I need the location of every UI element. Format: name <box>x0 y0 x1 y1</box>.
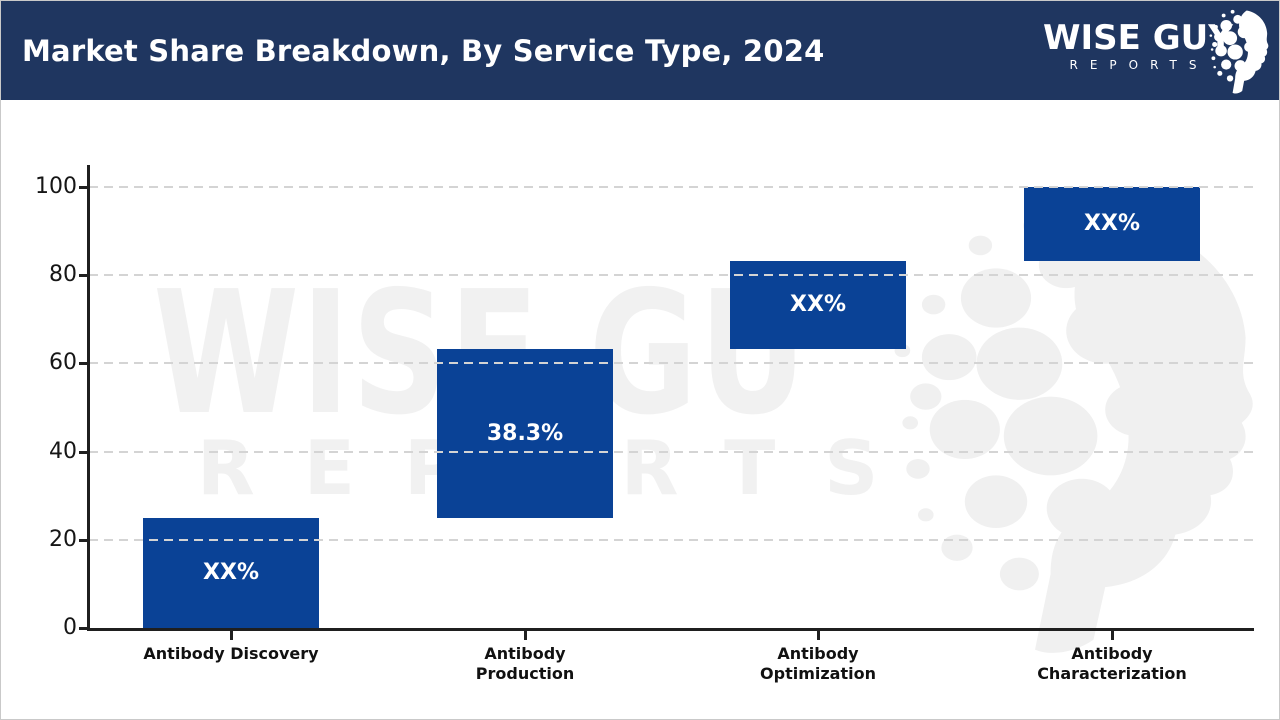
y-tick-mark-100 <box>79 186 88 189</box>
y-tick-label-60: 60 <box>49 350 77 376</box>
gridline-80 <box>89 274 1254 277</box>
bar-value-label-antibody-optimization: XX% <box>790 292 846 318</box>
y-tick-mark-40 <box>79 450 88 454</box>
header: Market Share Breakdown, By Service Type,… <box>1 1 1279 100</box>
x-tick-label-antibody-production: Antibody Production <box>475 644 575 683</box>
bar-antibody-characterization: XX% <box>1024 187 1200 261</box>
x-tick-mark-antibody-discovery <box>230 631 233 640</box>
x-tick-mark-antibody-production <box>524 631 527 640</box>
y-tick-label-80: 80 <box>49 262 77 288</box>
x-tick-mark-antibody-optimization <box>817 631 820 640</box>
bar-antibody-discovery: XX% <box>143 517 319 628</box>
x-tick-mark-antibody-characterization <box>1111 631 1114 640</box>
y-tick-mark-60 <box>79 362 88 366</box>
y-tick-label-0: 0 <box>63 615 77 640</box>
logo-subtitle: REPORTS <box>1069 58 1209 72</box>
bar-value-label-antibody-discovery: XX% <box>203 560 259 586</box>
bar-antibody-production: 38.3% <box>437 348 613 518</box>
bar-value-label-antibody-characterization: XX% <box>1084 211 1140 237</box>
gridline-20 <box>89 538 1254 541</box>
gridline-100 <box>89 186 1254 188</box>
x-tick-label-antibody-discovery: Antibody Discovery <box>143 644 319 663</box>
x-tick-label-antibody-characterization: Antibody Characterization <box>1037 644 1187 683</box>
y-tick-label-100: 100 <box>35 174 77 199</box>
x-tick-label-antibody-optimization: Antibody Optimization <box>760 644 876 683</box>
logo-head-icon <box>1207 8 1271 96</box>
y-tick-mark-80 <box>79 274 88 278</box>
y-tick-label-20: 20 <box>49 526 77 552</box>
logo-wordmark: WISE GUY <box>1043 18 1233 58</box>
wise-guy-reports-logo: WISE GUY REPORTS <box>1043 18 1233 72</box>
gridline-40 <box>89 450 1254 453</box>
x-axis-line <box>87 628 1254 631</box>
y-tick-mark-20 <box>79 538 88 542</box>
y-tick-label-40: 40 <box>49 438 77 464</box>
chart-title: Market Share Breakdown, By Service Type,… <box>22 33 825 68</box>
bar-value-label-antibody-production: 38.3% <box>486 420 564 446</box>
y-axis-line <box>87 165 90 631</box>
gridline-60 <box>89 362 1254 365</box>
y-tick-mark-0 <box>79 627 88 630</box>
